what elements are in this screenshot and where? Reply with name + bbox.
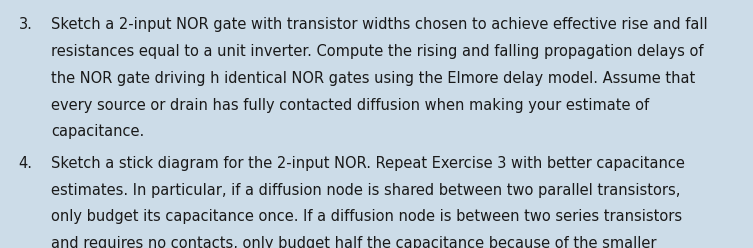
Text: 3.: 3. — [19, 17, 32, 32]
Text: the NOR gate driving h identical NOR gates using the Elmore delay model. Assume : the NOR gate driving h identical NOR gat… — [51, 71, 696, 86]
Text: Sketch a stick diagram for the 2-input NOR. Repeat Exercise 3 with better capaci: Sketch a stick diagram for the 2-input N… — [51, 156, 685, 171]
Text: every source or drain has fully contacted diffusion when making your estimate of: every source or drain has fully contacte… — [51, 98, 649, 113]
Text: resistances equal to a unit inverter. Compute the rising and falling propagation: resistances equal to a unit inverter. Co… — [51, 44, 704, 59]
Text: 4.: 4. — [18, 156, 32, 171]
Text: estimates. In particular, if a diffusion node is shared between two parallel tra: estimates. In particular, if a diffusion… — [51, 183, 681, 197]
Text: and requires no contacts, only budget half the capacitance because of the smalle: and requires no contacts, only budget ha… — [51, 236, 657, 248]
Text: only budget its capacitance once. If a diffusion node is between two series tran: only budget its capacitance once. If a d… — [51, 209, 682, 224]
Text: capacitance.: capacitance. — [51, 124, 145, 139]
Text: Sketch a 2-input NOR gate with transistor widths chosen to achieve effective ris: Sketch a 2-input NOR gate with transisto… — [51, 17, 708, 32]
